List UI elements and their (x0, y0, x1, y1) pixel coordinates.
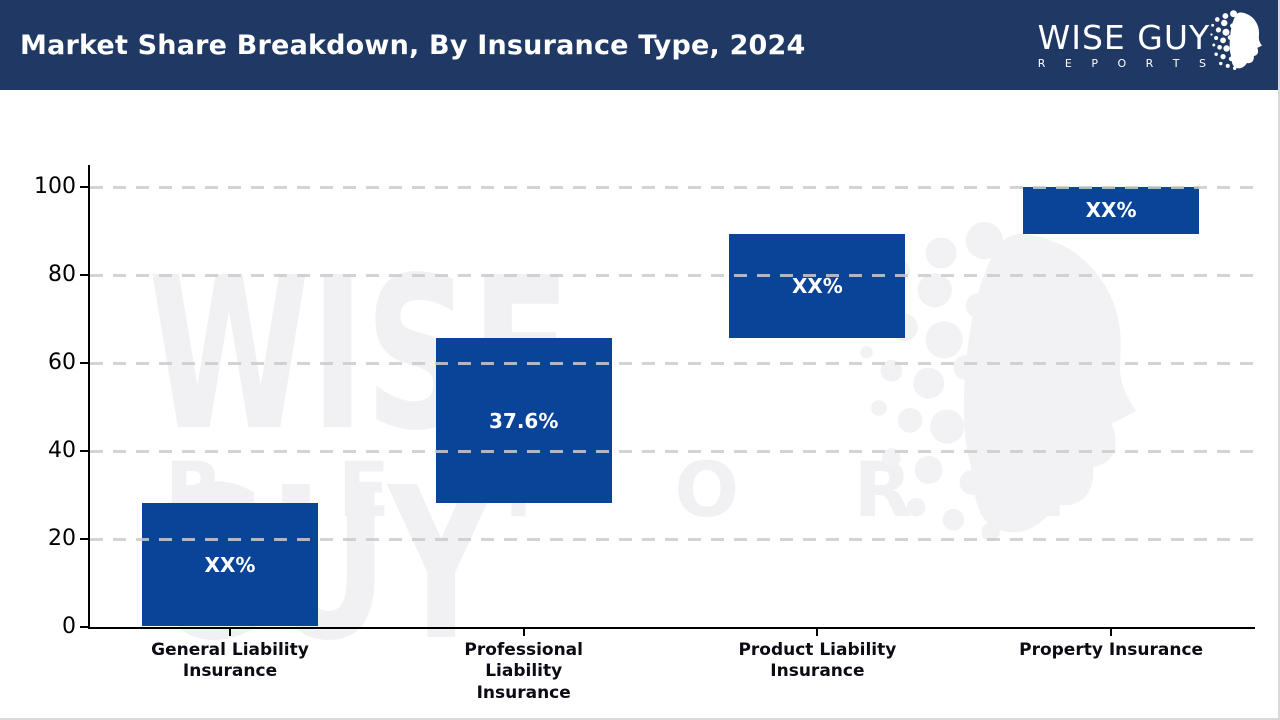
x-tick (1110, 627, 1113, 636)
y-tick (80, 537, 88, 540)
x-tick (816, 627, 819, 636)
x-category-label: Product Liability Insurance (738, 640, 897, 682)
y-tick (80, 625, 88, 628)
header: Market Share Breakdown, By Insurance Typ… (0, 0, 1278, 90)
x-axis-line (88, 627, 1255, 629)
page-title: Market Share Breakdown, By Insurance Typ… (20, 29, 806, 61)
bar: XX% (729, 233, 906, 339)
bar-value-label: XX% (204, 552, 256, 577)
gridline (90, 449, 1256, 453)
bar-value-label: 37.6% (488, 408, 559, 433)
logo-text: WISE GUY R E P O R T S (1034, 21, 1214, 70)
wiseguy-logo: WISE GUY R E P O R T S (1034, 4, 1266, 86)
gridline (90, 185, 1256, 189)
gridline (90, 537, 1256, 541)
bar: 37.6% (435, 338, 612, 504)
y-tick-label: 40 (48, 437, 76, 463)
logo-brand-text: WISE GUY (1037, 17, 1211, 57)
y-tick-label: 0 (62, 613, 76, 639)
gridline (90, 273, 1256, 277)
x-category-label: Professional Liability Insurance (464, 640, 583, 703)
y-tick (80, 185, 88, 188)
y-tick (80, 361, 88, 364)
y-tick-label: 100 (34, 173, 76, 199)
bar-value-label: XX% (1085, 198, 1137, 223)
x-category-label: General Liability Insurance (151, 640, 309, 682)
y-tick (80, 273, 88, 276)
dotted-head-icon (1208, 6, 1266, 84)
x-tick (522, 627, 525, 636)
gridline (90, 361, 1256, 365)
y-tick-label: 20 (48, 525, 76, 551)
y-tick-label: 80 (48, 261, 76, 287)
x-category-label: Property Insurance (1019, 640, 1204, 660)
y-axis-line (88, 165, 90, 629)
y-tick (80, 449, 88, 452)
y-tick-label: 60 (48, 349, 76, 375)
bar: XX% (142, 503, 318, 627)
x-tick (229, 627, 231, 636)
logo-reports-text: R E P O R T S (1037, 56, 1214, 70)
bar: XX% (1023, 186, 1200, 234)
bar-value-label: XX% (791, 273, 843, 298)
